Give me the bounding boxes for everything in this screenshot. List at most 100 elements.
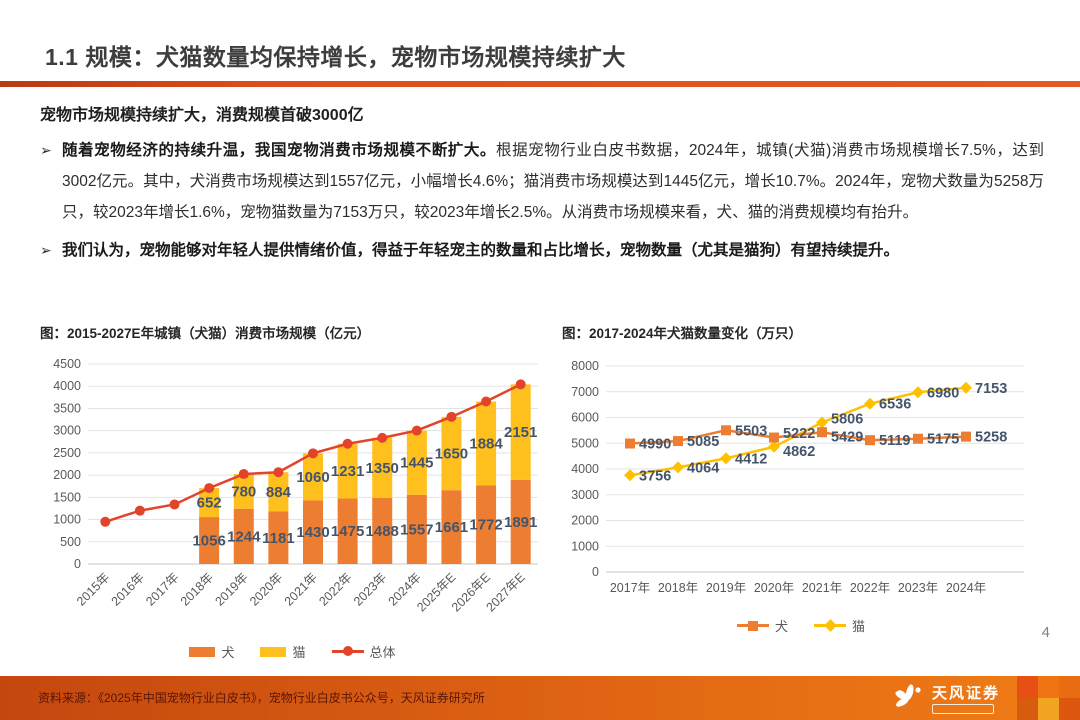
total-marker — [481, 396, 492, 407]
svg-text:5222: 5222 — [783, 426, 815, 442]
bullet1-lead-text: 随着宠物经济的持续升温，我国宠物消费市场规模不断扩大。 — [62, 142, 496, 159]
mosaic-tile — [1038, 698, 1059, 720]
total-marker — [238, 469, 249, 480]
cat-bar — [303, 453, 323, 501]
svg-text:4412: 4412 — [735, 451, 767, 467]
square-series-line — [629, 429, 967, 445]
bullet-arrow-icon: ➢ — [40, 242, 52, 258]
total-marker — [515, 379, 526, 390]
mosaic-tile — [1059, 698, 1080, 720]
svg-text:1475: 1475 — [331, 523, 364, 540]
svg-text:2022年: 2022年 — [316, 570, 354, 608]
svg-text:2022年: 2022年 — [850, 581, 890, 595]
bullet-list: ➢ 随着宠物经济的持续升温，我国宠物消费市场规模不断扩大。根据宠物行业白皮书数据，… — [40, 135, 1044, 266]
svg-text:7153: 7153 — [975, 381, 1007, 397]
dog-marker — [817, 427, 827, 438]
svg-text:3500: 3500 — [53, 401, 81, 415]
svg-text:1231: 1231 — [331, 463, 364, 480]
legend-item-dog: 犬 — [189, 642, 234, 661]
legend-label: 总体 — [369, 645, 396, 660]
svg-text:5085: 5085 — [687, 434, 719, 450]
svg-text:5175: 5175 — [927, 432, 959, 448]
intro-subheading: 宠物市场规模持续扩大，消费规模首破3000亿 — [40, 107, 364, 124]
svg-text:1557: 1557 — [400, 521, 433, 538]
dog-marker — [769, 432, 779, 443]
dog-marker — [961, 431, 971, 442]
dog-marker — [865, 435, 875, 446]
svg-text:652: 652 — [197, 495, 222, 512]
market-size-chart-legend: 犬 猫 总体 — [40, 642, 545, 661]
cat-marker — [912, 386, 924, 399]
legend-label: 犬 — [774, 619, 788, 634]
svg-text:2023年: 2023年 — [898, 581, 938, 595]
svg-text:5119: 5119 — [879, 433, 910, 449]
total-marker — [134, 505, 145, 516]
dog-bar — [199, 517, 220, 564]
svg-text:2024年: 2024年 — [946, 581, 986, 595]
svg-text:1772: 1772 — [469, 517, 502, 534]
svg-text:1661: 1661 — [435, 519, 468, 536]
svg-text:1000: 1000 — [571, 539, 599, 553]
dog-bar — [233, 508, 254, 564]
market-size-chart-title: 图：2015-2027E年城镇（犬猫）消费市场规模（亿元） — [40, 326, 371, 341]
dog-swatch-icon — [189, 646, 216, 657]
svg-text:5258: 5258 — [975, 430, 1007, 446]
dog-bar — [406, 494, 427, 564]
svg-text:2151: 2151 — [504, 424, 537, 441]
svg-text:2017年: 2017年 — [143, 570, 181, 608]
bullet-item-2: ➢ 我们认为，宠物能够对年轻人提供情绪价值，得益于年轻宠主的数量和占比增长，宠物数… — [40, 235, 1044, 266]
cat-bar — [476, 401, 497, 486]
dog-bar — [441, 490, 462, 564]
svg-text:1445: 1445 — [400, 455, 433, 472]
svg-text:4000: 4000 — [53, 379, 81, 393]
legend-label: 犬 — [221, 645, 235, 660]
footer-mosaic-decor — [1017, 676, 1080, 720]
svg-text:0: 0 — [592, 565, 599, 579]
legend-item-total: 总体 — [331, 642, 396, 661]
cat-line-swatch-icon — [814, 619, 846, 632]
svg-text:6980: 6980 — [927, 385, 959, 401]
pet-count-chart-section: 图：2017-2024年犬猫数量变化（万只） 0 1000 2000 3000 4000… — [562, 322, 1040, 635]
brand-name: 天风证券 — [931, 684, 1000, 702]
svg-text:1000: 1000 — [53, 513, 81, 527]
bullet-item-1: ➢ 随着宠物经济的持续升温，我国宠物消费市场规模不断扩大。根据宠物行业白皮书数据，… — [40, 135, 1044, 228]
cat-marker — [672, 461, 684, 474]
svg-text:1181: 1181 — [262, 530, 295, 547]
svg-text:8000: 8000 — [571, 359, 599, 373]
cat-bar — [268, 472, 289, 512]
svg-text:2020年: 2020年 — [247, 570, 285, 608]
mosaic-tile — [1017, 698, 1038, 720]
mosaic-tile — [1038, 676, 1059, 698]
cat-marker — [864, 397, 876, 410]
svg-text:780: 780 — [231, 483, 256, 500]
svg-text:500: 500 — [60, 535, 81, 549]
svg-text:1891: 1891 — [504, 514, 537, 531]
page-number: 4 — [1041, 624, 1050, 641]
title-accent-rule — [0, 81, 1080, 87]
dog-bar — [510, 479, 531, 564]
bullet2-text: 我们认为，宠物能够对年轻人提供情绪价值，得益于年轻宠主的数量和占比增长，宠物数量… — [62, 242, 900, 259]
market-size-chart-section: 图：2015-2027E年城镇（犬猫）消费市场规模（亿元） 0 500 1000 15… — [40, 322, 545, 661]
legend-item-cat: 猫 — [814, 616, 865, 635]
svg-text:4990: 4990 — [639, 437, 671, 453]
dog-marker — [625, 438, 635, 449]
svg-text:2019年: 2019年 — [212, 570, 250, 608]
page-title: 1.1 规模：犬猫数量均保持增长，宠物市场规模持续扩大 — [45, 44, 626, 70]
market-size-combo-chart: 0 500 1000 1500 2000 2500 3000 3500 4000 4500 2015… — [53, 357, 538, 615]
footer-bar: 资料来源：《2025年中国宠物行业白皮书》，宠物行业白皮书公众号，天风证券研究所… — [0, 676, 1080, 720]
svg-text:2021年: 2021年 — [282, 570, 320, 608]
bullet-arrow-icon: ➢ — [40, 142, 52, 158]
svg-text:4862: 4862 — [783, 444, 815, 460]
dog-bar — [337, 498, 358, 564]
svg-text:3756: 3756 — [639, 468, 671, 484]
legend-item-cat: 猫 — [260, 642, 306, 661]
dog-marker — [913, 433, 923, 444]
legend-label: 猫 — [292, 645, 306, 660]
svg-text:3000: 3000 — [53, 424, 81, 438]
cat-swatch-icon — [260, 646, 287, 657]
brand-block: 天风证券 — [892, 683, 1000, 715]
mosaic-tile — [1059, 676, 1080, 698]
pet-count-line-chart: 0 1000 2000 3000 4000 5000 6000 7000 8000 2017年 20… — [571, 359, 1024, 595]
cat-bar — [510, 384, 531, 480]
